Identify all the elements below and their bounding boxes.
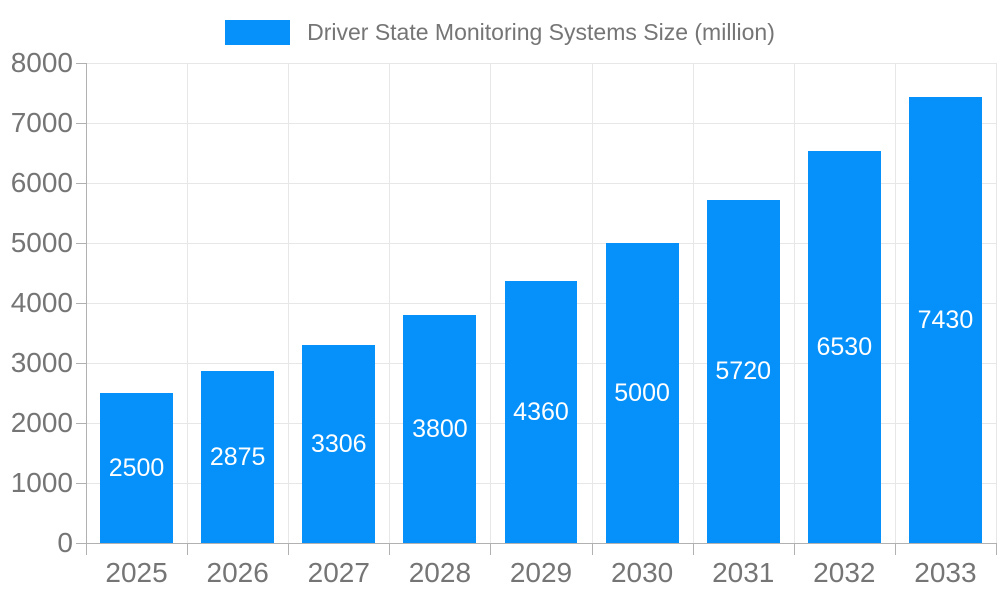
bar[interactable] — [201, 370, 275, 543]
y-gridline — [86, 243, 996, 244]
x-gridline — [996, 63, 997, 543]
y-tick-label: 2000 — [10, 407, 73, 438]
bar[interactable] — [706, 199, 780, 543]
y-tick-label: 8000 — [10, 47, 73, 78]
chart-legend: Driver State Monitoring Systems Size (mi… — [0, 17, 1000, 47]
x-tick-label: 2027 — [307, 557, 370, 588]
y-tick-label: 6000 — [10, 167, 73, 198]
x-axis-tick — [793, 543, 795, 555]
y-axis-tick — [76, 183, 86, 184]
y-gridline — [86, 183, 996, 184]
x-gridline — [793, 63, 795, 543]
y-axis-tick — [76, 543, 86, 544]
legend-label: Driver State Monitoring Systems Size (mi… — [307, 19, 775, 45]
bar-value-label: 2875 — [209, 442, 266, 471]
bar[interactable] — [100, 393, 173, 543]
x-axis-tick — [288, 543, 290, 555]
x-axis-line — [86, 543, 997, 544]
y-tick-label: 5000 — [10, 227, 73, 258]
y-axis-tick — [76, 483, 86, 484]
y-axis-tick — [76, 363, 86, 364]
x-tick-label: 2033 — [914, 557, 977, 588]
x-gridline — [692, 63, 694, 543]
x-axis-tick — [591, 543, 593, 555]
bar-value-label: 3800 — [412, 415, 468, 443]
bar-value-label: 3306 — [310, 429, 367, 458]
x-axis-tick — [692, 543, 694, 555]
bar[interactable] — [403, 315, 477, 543]
y-gridline — [86, 63, 996, 64]
bar[interactable] — [909, 97, 982, 543]
y-axis-tick — [76, 243, 86, 244]
bar-value-label: 5000 — [614, 379, 670, 407]
bar-value-label: 6530 — [816, 333, 873, 362]
x-tick-label: 2025 — [105, 557, 168, 588]
x-axis-tick — [996, 543, 997, 555]
bar-value-label: 5720 — [715, 357, 772, 386]
x-axis-tick — [389, 543, 391, 555]
x-axis-tick — [187, 543, 189, 555]
x-tick-label: 2029 — [509, 557, 573, 588]
y-tick-label: 0 — [57, 527, 73, 558]
x-axis-tick — [490, 543, 492, 555]
x-tick-label: 2030 — [610, 557, 674, 588]
bar[interactable] — [807, 151, 881, 543]
y-axis-tick — [76, 423, 86, 424]
y-axis-tick — [76, 63, 86, 64]
y-axis-line — [86, 63, 87, 544]
x-gridline — [187, 63, 189, 543]
y-tick-label: 3000 — [10, 347, 73, 378]
x-gridline — [591, 63, 593, 543]
x-axis-tick — [894, 543, 896, 555]
x-tick-label: 2032 — [813, 557, 876, 588]
x-gridline — [389, 63, 391, 543]
x-tick-label: 2028 — [408, 557, 472, 588]
y-tick-label: 4000 — [10, 287, 73, 318]
y-axis-tick — [76, 123, 86, 124]
x-tick-label: 2031 — [712, 557, 775, 588]
bar-value-label: 7430 — [917, 306, 974, 335]
x-gridline — [490, 63, 492, 543]
x-gridline — [894, 63, 896, 543]
x-axis-tick — [86, 543, 87, 555]
legend-item[interactable]: Driver State Monitoring Systems Size (mi… — [225, 17, 775, 47]
y-tick-label: 7000 — [10, 107, 73, 138]
x-gridline — [288, 63, 290, 543]
legend-swatch — [225, 19, 291, 45]
bar-value-label: 2500 — [108, 454, 165, 482]
bar[interactable] — [302, 344, 376, 543]
y-axis-tick — [76, 303, 86, 304]
bar[interactable] — [605, 243, 679, 543]
x-tick-label: 2026 — [206, 557, 269, 588]
y-gridline — [86, 123, 996, 124]
y-tick-label: 1000 — [10, 467, 73, 498]
bar-value-label: 4360 — [513, 398, 569, 427]
bar[interactable] — [504, 281, 578, 543]
